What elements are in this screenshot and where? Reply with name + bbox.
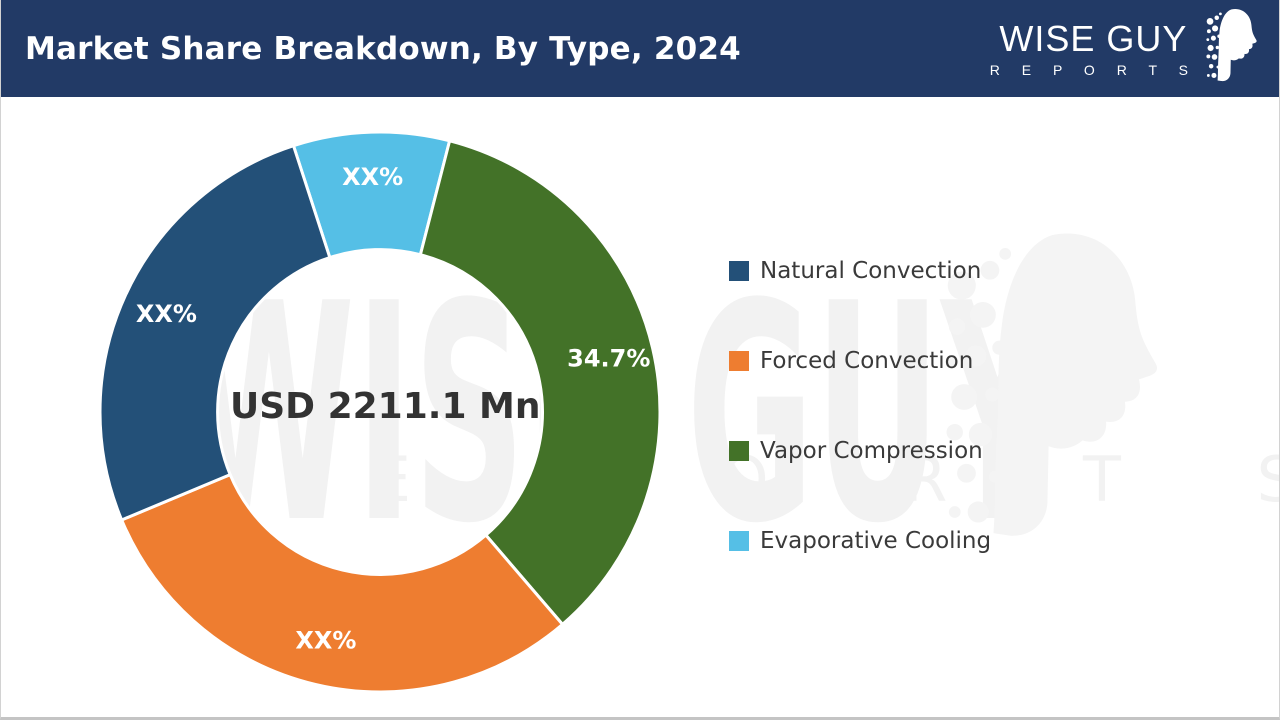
donut-segment-natural-convection (98, 144, 332, 522)
segment-value-label: XX% (136, 300, 197, 328)
legend-item-forced-convection: Forced Convection (729, 347, 991, 375)
legend-swatch-icon (729, 351, 749, 371)
donut-segment-vapor-compression (418, 139, 662, 626)
page-title: Market Share Breakdown, By Type, 2024 (25, 30, 741, 67)
logo-text: WISE GUY R E P O R T S (990, 18, 1197, 78)
legend-label: Natural Convection (760, 258, 982, 284)
chart-legend: Natural Convection Forced Convection Vap… (729, 257, 991, 555)
legend-item-vapor-compression: Vapor Compression (729, 437, 991, 465)
segment-value-label: XX% (342, 163, 403, 191)
header-bar: Market Share Breakdown, By Type, 2024 WI… (1, 0, 1279, 97)
chart-center-value: USD 2211.1 Mn (230, 386, 541, 427)
donut-segment-forced-convection (120, 473, 565, 694)
legend-label: Forced Convection (760, 348, 974, 374)
chart-area: WISE GUY R E P O R T S XX% 34.7% XX% XX% US… (1, 97, 1279, 717)
logo-wordmark: WISE GUY (999, 18, 1188, 59)
watermark-face-icon (946, 233, 1158, 536)
legend-item-evaporative-cooling: Evaporative Cooling (729, 527, 991, 555)
segment-value-label: 34.7% (567, 345, 650, 373)
segment-value-label: XX% (295, 627, 356, 655)
donut-chart: XX% 34.7% XX% XX% (98, 130, 662, 694)
legend-swatch-icon (729, 441, 749, 461)
legend-label: Evaporative Cooling (760, 528, 992, 554)
legend-swatch-icon (729, 531, 749, 551)
logo-subtitle: R E P O R T S (989, 62, 1197, 78)
wise-guy-logo: WISE GUY R E P O R T S (990, 6, 1265, 90)
legend-label: Vapor Compression (760, 438, 983, 464)
legend-swatch-icon (729, 261, 749, 281)
logo-face-icon (1206, 8, 1257, 82)
legend-item-natural-convection: Natural Convection (729, 257, 991, 285)
